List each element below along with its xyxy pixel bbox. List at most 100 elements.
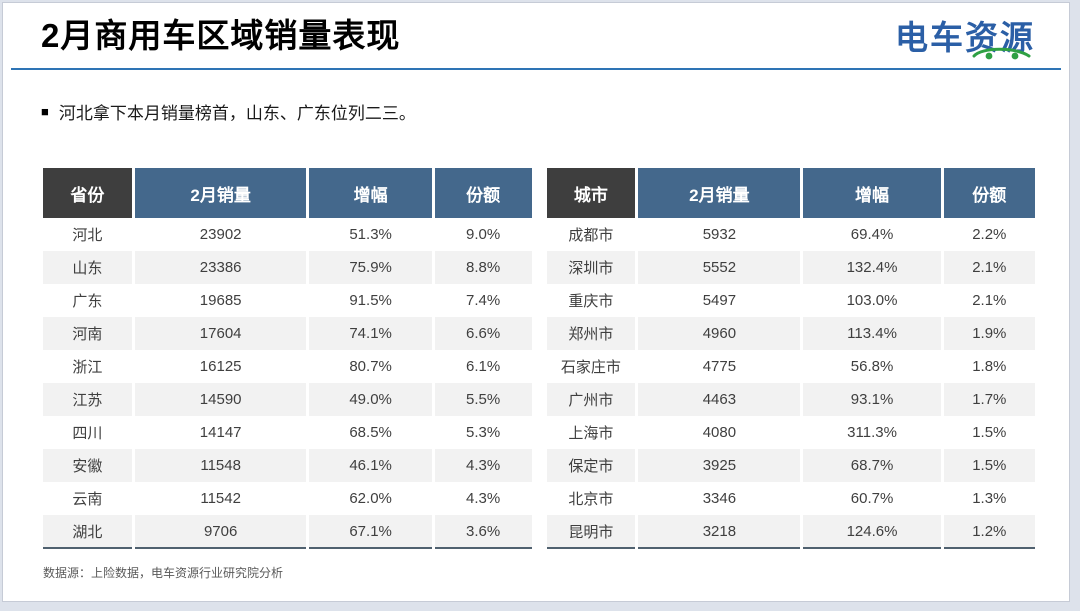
- column-header: 2月销量: [131, 168, 308, 218]
- table-cell: 广东: [72, 293, 103, 310]
- table-cell: 郑州市: [568, 326, 614, 343]
- table-cell: 68.5%: [306, 416, 434, 449]
- city-sales-table: 城市 2月销量 增幅 份额 成都市 5932 69.4% 2.2% 深圳市 5552 132.4% 2…: [546, 168, 1035, 549]
- table-cell: 5497: [635, 284, 802, 317]
- column-header: 增幅: [306, 168, 434, 218]
- table-cell: 11542: [131, 482, 308, 515]
- table-cell: 80.7%: [306, 350, 434, 383]
- table-cell: 山东: [72, 260, 103, 277]
- title-divider: [11, 68, 1061, 70]
- table-cell: 北京市: [568, 491, 614, 508]
- car-icon: [972, 47, 1031, 60]
- table-cell: 68.7%: [800, 449, 943, 482]
- column-header: 份额: [940, 168, 1035, 218]
- table-row: 重庆市 5497 103.0% 2.1%: [547, 284, 1035, 317]
- header-row: 城市 2月销量 增幅 份额: [546, 168, 1035, 218]
- table-cell: 保定市: [568, 458, 614, 475]
- table-cell: 67.1%: [306, 515, 434, 548]
- table-row: 北京市 3346 60.7% 1.3%: [547, 482, 1035, 515]
- table-cell: 四川: [72, 425, 103, 442]
- table-cell: 昆明市: [568, 523, 614, 541]
- table-cell: 浙江: [72, 359, 103, 376]
- table-cell: 湖北: [72, 523, 103, 541]
- table-cell: 石家庄市: [560, 359, 621, 376]
- table-cell: 93.1%: [800, 383, 943, 416]
- table-row: 广州市 4463 93.1% 1.7%: [546, 383, 1035, 416]
- column-header: 增幅: [800, 168, 943, 218]
- table-cell: 132.4%: [800, 251, 943, 284]
- table-cell: 17604: [131, 317, 308, 350]
- page-title: 2月商用车区域销量表现: [41, 17, 401, 54]
- table-cell: 56.8%: [800, 350, 943, 383]
- table-row: 云南 11542 62.0% 4.3%: [43, 482, 532, 515]
- table-cell: 23902: [131, 218, 308, 251]
- table-cell: 7.4%: [431, 284, 532, 317]
- table-row: 成都市 5932 69.4% 2.2%: [547, 218, 1035, 251]
- bullet-line: ■ 河北拿下本月销量榜首，山东、广东位列二三。: [41, 99, 416, 124]
- table-cell: 124.6%: [800, 515, 943, 548]
- table-cell: 62.0%: [306, 482, 434, 515]
- table-cell: 成都市: [568, 227, 614, 244]
- table-cell: 9.0%: [431, 218, 532, 251]
- table-row: 湖北 9706 67.1% 3.6%: [43, 515, 532, 548]
- table-cell: 16125: [131, 350, 308, 383]
- table-row: 山东 23386 75.9% 8.8%: [43, 251, 532, 284]
- table-cell: 2.2%: [940, 218, 1035, 251]
- table-row: 石家庄市 4775 56.8% 1.8%: [547, 350, 1035, 383]
- table-row: 安徽 11548 46.1% 4.3%: [43, 449, 532, 482]
- table-cell: 69.4%: [800, 218, 943, 251]
- table-cell: 46.1%: [306, 449, 434, 482]
- table-cell: 2.1%: [940, 284, 1035, 317]
- table-cell: 74.1%: [306, 317, 434, 350]
- table-cell: 上海市: [568, 425, 614, 442]
- table-cell: 4775: [635, 350, 802, 383]
- column-header: 省份: [43, 168, 134, 218]
- table-row: 深圳市 5552 132.4% 2.1%: [546, 251, 1035, 284]
- table-cell: 91.5%: [306, 284, 434, 317]
- table-cell: 3925: [635, 449, 802, 482]
- table-cell: 5552: [635, 251, 802, 284]
- table-cell: 1.9%: [940, 317, 1035, 350]
- table-row: 浙江 16125 80.7% 6.1%: [43, 350, 532, 383]
- table-cell: 51.3%: [306, 218, 434, 251]
- table-cell: 1.2%: [940, 515, 1035, 548]
- table-cell: 河南: [72, 326, 103, 343]
- table-cell: 60.7%: [800, 482, 943, 515]
- table-cell: 49.0%: [306, 383, 434, 416]
- column-header: 份额: [431, 168, 532, 218]
- table-cell: 8.8%: [431, 251, 532, 284]
- table-cell: 11548: [131, 449, 308, 482]
- bullet-square-icon: ■: [41, 104, 49, 119]
- table-row: 保定市 3925 68.7% 1.5%: [546, 449, 1035, 482]
- table-cell: 江苏: [72, 392, 103, 409]
- table-row: 昆明市 3218 124.6% 1.2%: [546, 515, 1035, 548]
- logo: 电车资源: [895, 15, 1035, 61]
- table-cell: 311.3%: [800, 416, 943, 449]
- data-source-note: 数据源：上险数据，电车资源行业研究院分析: [43, 566, 284, 580]
- header-row: 省份 2月销量 增幅 份额: [43, 168, 532, 218]
- bullet-text: 河北拿下本月销量榜首，山东、广东位列二三。: [58, 104, 416, 123]
- table-cell: 5.3%: [431, 416, 532, 449]
- table-cell: 1.5%: [940, 416, 1035, 449]
- table-row: 江苏 14590 49.0% 5.5%: [43, 383, 532, 416]
- table-cell: 河北: [72, 227, 103, 244]
- table-cell: 6.1%: [431, 350, 532, 383]
- table-cell: 安徽: [72, 458, 103, 475]
- table-cell: 1.5%: [940, 449, 1035, 482]
- table-cell: 19685: [131, 284, 308, 317]
- table-cell: 深圳市: [568, 260, 614, 277]
- table-cell: 103.0%: [800, 284, 943, 317]
- table-row: 郑州市 4960 113.4% 1.9%: [546, 317, 1035, 350]
- table-cell: 14147: [131, 416, 308, 449]
- column-header: 2月销量: [635, 168, 802, 218]
- table-cell: 4.3%: [431, 449, 532, 482]
- table-row: 四川 14147 68.5% 5.3%: [43, 416, 532, 449]
- tables-area: 省份 2月销量 增幅 份额 河北 23902 51.3% 9.0% 山东 23386 75.9% 8.…: [43, 168, 1035, 549]
- table-cell: 广州市: [568, 392, 614, 409]
- province-sales-table: 省份 2月销量 增幅 份额河北 23902 51.3% 9.0% 山东 23386 75.9% 8.…: [43, 168, 532, 549]
- table-cell: 4080: [635, 416, 802, 449]
- table-cell: 5932: [635, 218, 802, 251]
- table-cell: 4.3%: [431, 482, 532, 515]
- table-cell: 1.7%: [940, 383, 1035, 416]
- table-cell: 3.6%: [431, 515, 532, 548]
